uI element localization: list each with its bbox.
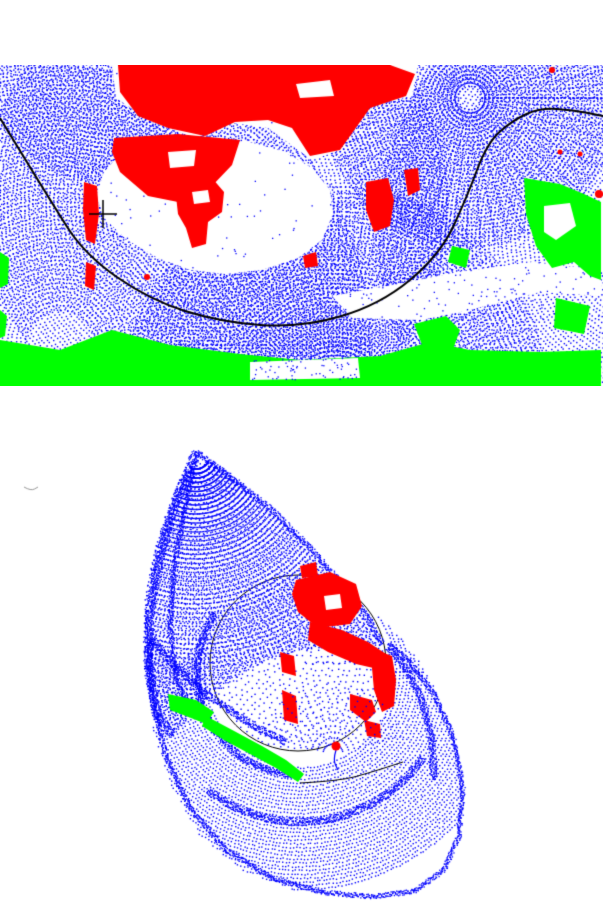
spiral-canvas xyxy=(0,430,603,903)
streamline-map-canvas xyxy=(0,65,603,386)
